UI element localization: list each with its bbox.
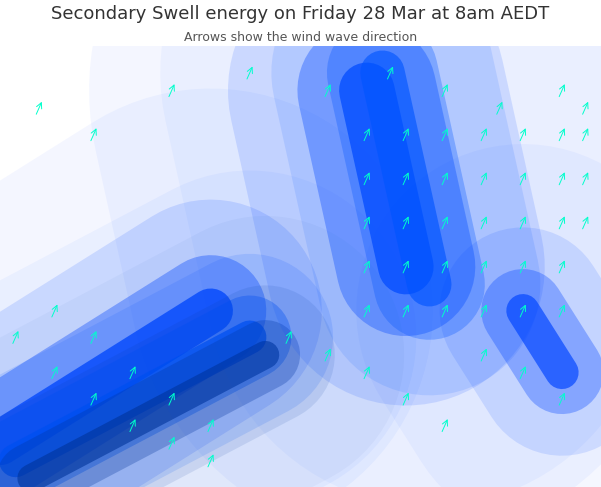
Text: Arrows show the wind wave direction: Arrows show the wind wave direction (184, 31, 417, 43)
Text: Secondary Swell energy on Friday 28 Mar at 8am AEDT: Secondary Swell energy on Friday 28 Mar … (51, 5, 550, 23)
